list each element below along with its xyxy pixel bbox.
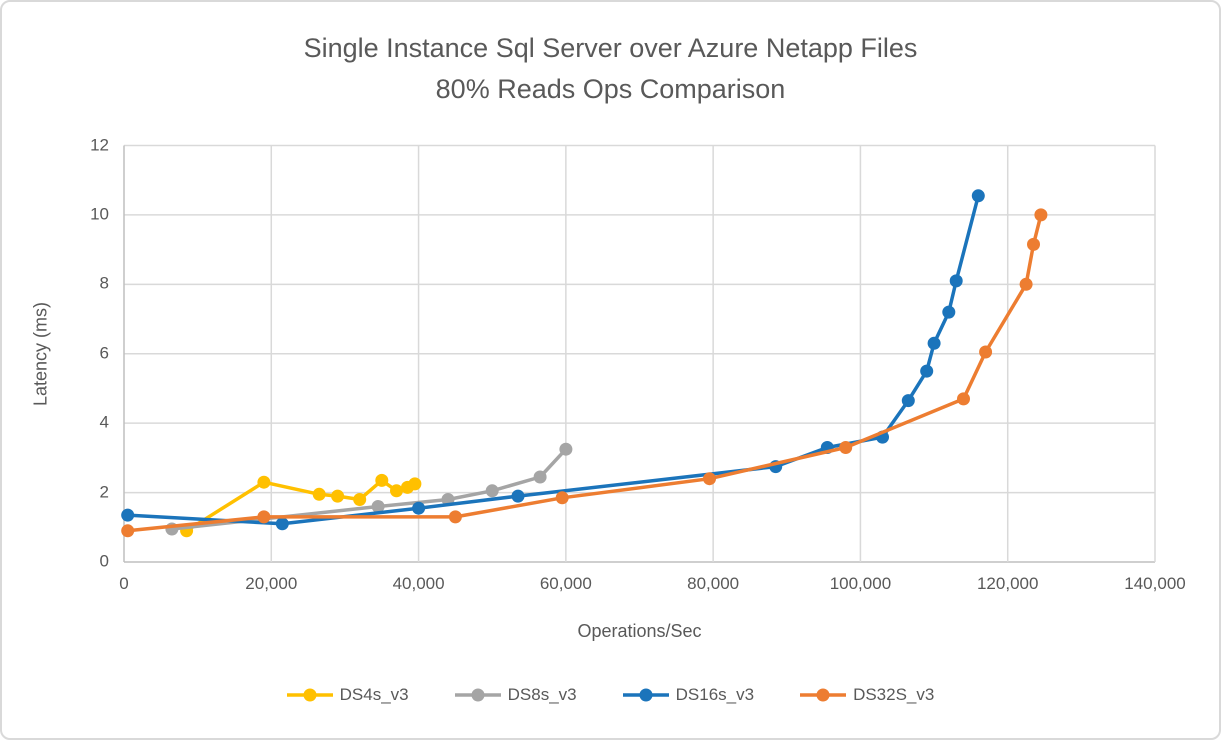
data-point-marker: [257, 475, 271, 489]
data-point-marker: [257, 510, 271, 524]
data-point-marker: [1034, 208, 1048, 222]
data-point-marker: [1027, 237, 1040, 251]
x-tick-label: 0: [119, 574, 129, 593]
data-point-marker: [559, 442, 573, 456]
legend-marker: [816, 688, 830, 702]
data-point-marker: [371, 500, 385, 513]
legend-item-DS32S_v3[interactable]: DS32S_v3: [800, 685, 934, 705]
legend-marker: [303, 688, 317, 702]
legend-marker: [471, 688, 485, 702]
legend-item-DS8s_v3[interactable]: DS8s_v3: [454, 685, 577, 705]
y-tick-label: 8: [99, 273, 109, 293]
legend-label: DS16s_v3: [675, 685, 755, 704]
legend-item-DS16s_v3[interactable]: DS16s_v3: [622, 685, 755, 705]
data-point-marker: [533, 470, 547, 484]
x-tick-label: 40,000: [392, 574, 445, 593]
series-DS32S_v3: [121, 208, 1048, 538]
y-tick-label: 2: [99, 482, 109, 502]
x-tick-label: 100,000: [829, 574, 892, 593]
legend-swatch-icon: [622, 688, 669, 702]
data-point-marker: [971, 189, 985, 203]
x-tick-label: 80,000: [687, 574, 740, 593]
legend-swatch-icon: [800, 688, 847, 702]
data-point-marker: [920, 364, 934, 378]
x-tick-label: 120,000: [976, 574, 1039, 593]
legend-marker: [639, 688, 653, 702]
data-point-marker: [703, 472, 716, 486]
x-tick-label: 140,000: [1124, 574, 1186, 593]
data-point-marker: [949, 274, 963, 288]
data-point-marker: [121, 508, 135, 522]
data-point-marker: [511, 489, 525, 503]
y-tick-label: 10: [90, 204, 109, 224]
data-point-marker: [353, 493, 367, 506]
data-point-marker: [331, 489, 345, 503]
legend: DS4s_v3 DS8s_v3 DS16s_v3 DS32S_v3: [2, 685, 1219, 705]
data-point-marker: [390, 484, 403, 498]
legend-label: DS32S_v3: [853, 685, 935, 704]
data-point-marker: [957, 392, 970, 406]
y-axis-title: Latency (ms): [30, 301, 51, 407]
data-point-marker: [1019, 277, 1033, 291]
y-tick-label: 6: [99, 343, 109, 363]
data-point-marker: [839, 441, 853, 454]
data-point-marker: [375, 473, 389, 487]
series-DS16s_v3: [121, 189, 985, 531]
data-point-marker: [412, 501, 426, 515]
legend-label: DS4s_v3: [339, 685, 409, 704]
data-point-marker: [979, 345, 993, 359]
x-tick-label: 20,000: [245, 574, 298, 593]
legend-swatch-icon: [454, 688, 501, 702]
data-point-marker: [901, 394, 915, 408]
data-point-marker: [312, 487, 326, 501]
x-tick-label: 60,000: [539, 574, 592, 593]
legend-label: DS8s_v3: [507, 685, 577, 704]
data-point-marker: [555, 491, 569, 505]
data-point-marker: [275, 517, 289, 531]
chart-subtitle: 80% Reads Ops Comparison: [435, 74, 786, 104]
series-line-DS16s_v3: [125, 194, 981, 526]
y-tick-label: 12: [90, 135, 109, 155]
x-axis-title: Operations/Sec: [577, 621, 702, 641]
data-point-marker: [485, 484, 499, 498]
y-tick-label: 4: [99, 412, 109, 432]
data-point-marker: [121, 524, 135, 538]
data-point-marker: [927, 336, 941, 350]
y-tick-label: 0: [99, 551, 109, 571]
data-point-marker: [942, 305, 956, 319]
legend-item-DS4s_v3[interactable]: DS4s_v3: [286, 685, 409, 705]
data-point-marker: [448, 510, 462, 524]
legend-swatch-icon: [286, 688, 333, 702]
data-point-marker: [408, 477, 422, 491]
chart-title: Single Instance Sql Server over Azure Ne…: [303, 33, 918, 63]
